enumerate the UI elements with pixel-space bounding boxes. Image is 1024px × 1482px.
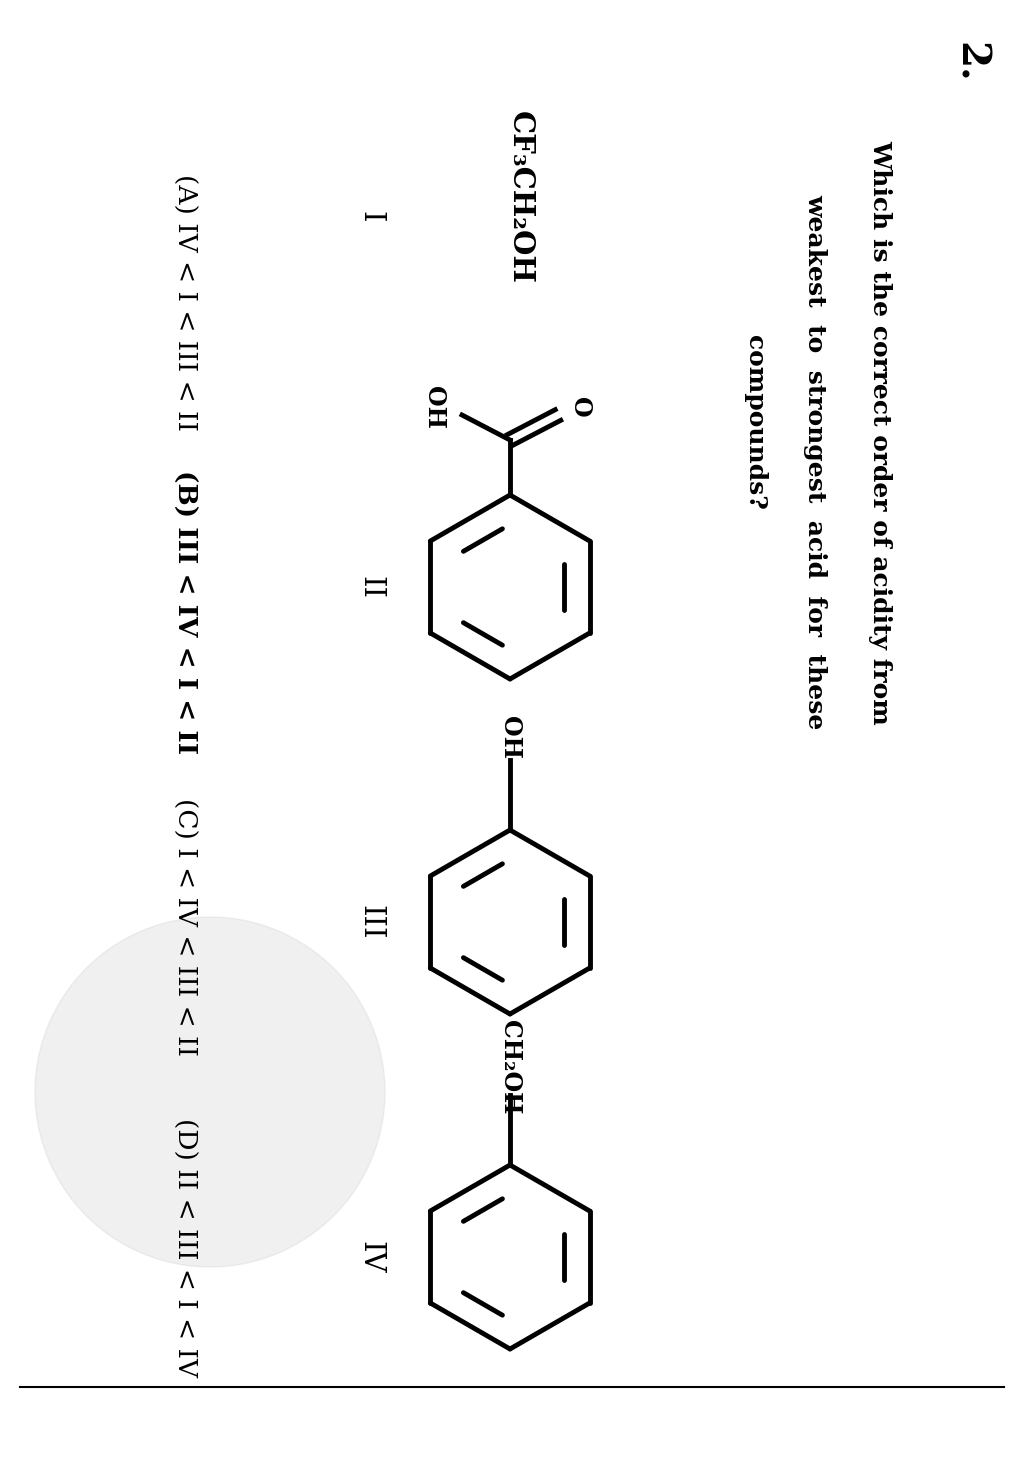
Text: Which is the correct order of acidity from: Which is the correct order of acidity fr… <box>868 139 892 725</box>
Text: CF₃CH₂OH: CF₃CH₂OH <box>506 111 535 283</box>
Text: CH₂OH: CH₂OH <box>498 1020 522 1114</box>
Text: OH: OH <box>498 716 522 759</box>
Text: weakest  to  strongest  acid  for  these: weakest to strongest acid for these <box>803 194 827 729</box>
Text: (A) IV < I < III < II: (A) IV < I < III < II <box>172 173 198 430</box>
Text: I: I <box>356 212 384 222</box>
Text: OH: OH <box>422 385 446 428</box>
Text: II: II <box>356 575 384 599</box>
Text: (C) I < IV < III < II: (C) I < IV < III < II <box>172 797 198 1057</box>
Text: O: O <box>568 397 592 418</box>
Text: (D) II < III < I < IV: (D) II < III < I < IV <box>172 1117 198 1377</box>
Text: IV: IV <box>356 1240 384 1273</box>
Circle shape <box>35 917 385 1267</box>
Text: compounds?: compounds? <box>743 335 767 510</box>
Text: (B) III < IV < I < II: (B) III < IV < I < II <box>172 470 198 754</box>
Text: III: III <box>356 904 384 940</box>
Text: 2.: 2. <box>951 41 989 83</box>
